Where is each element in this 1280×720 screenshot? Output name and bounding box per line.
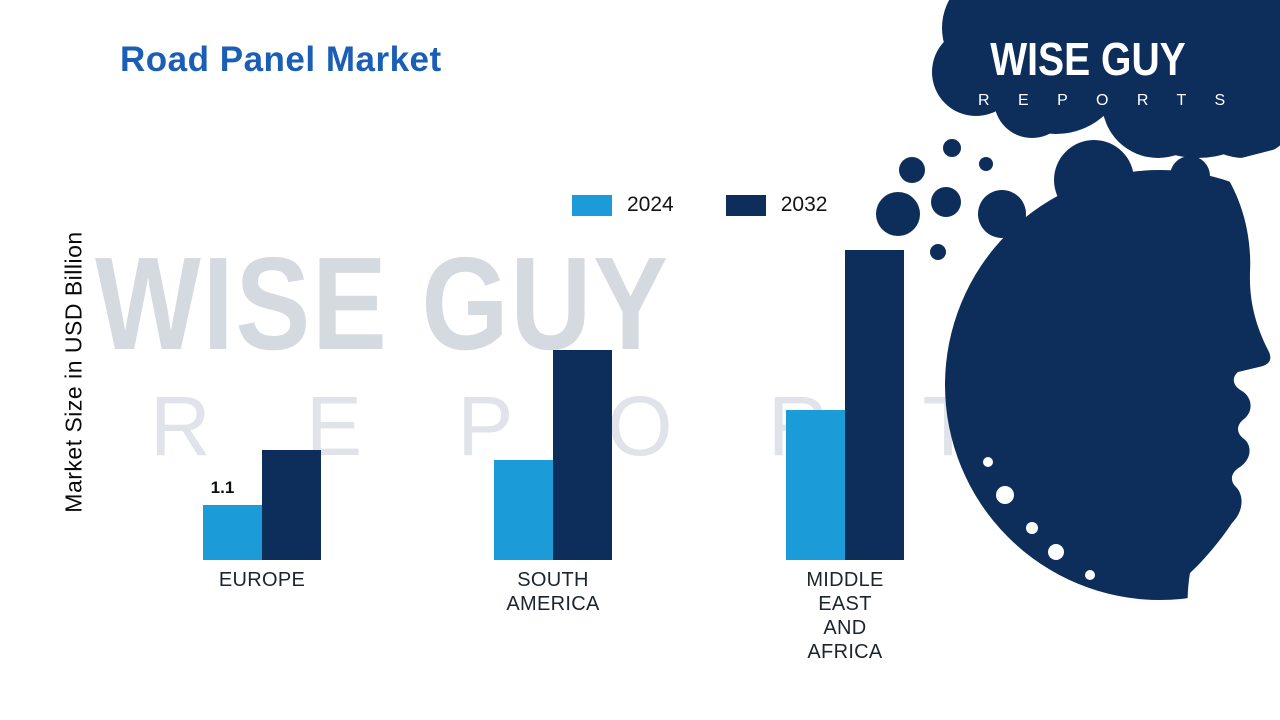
legend-label-2032: 2032 <box>780 193 828 216</box>
wiseguy-logo-line1: WISE GUY <box>990 33 1186 85</box>
category-label: SOUTH AMERICA <box>506 569 600 615</box>
bar-2032-group1 <box>262 450 321 560</box>
bar-2032-group2 <box>553 350 612 560</box>
bar-2032-group3 <box>845 250 904 560</box>
legend-label-2024: 2024 <box>627 193 674 216</box>
wiseguy-logo: WISE GUY R E P O R T S <box>968 32 1238 110</box>
category-label: EUROPE <box>218 569 306 591</box>
legend-item-2032: 2032 <box>725 193 828 217</box>
category-label: MIDDLE EAST AND AFRICA <box>806 569 884 663</box>
wiseguy-logo-line2: R E P O R T S <box>978 92 1238 109</box>
bar-value-label: 1.1 <box>210 478 235 497</box>
legend-swatch-2032 <box>725 194 766 216</box>
legend-swatch-2024 <box>572 194 612 216</box>
page-title: Road Panel Market <box>120 40 442 79</box>
chart-legend: 2024 2032 <box>572 193 827 217</box>
bar-2024-group1 <box>203 505 262 560</box>
bar-2024-group2 <box>494 460 553 560</box>
legend-item-2024: 2024 <box>572 193 674 217</box>
bar-2024-group3 <box>786 410 845 560</box>
y-axis-label: Market Size in USD Billion <box>60 231 87 513</box>
